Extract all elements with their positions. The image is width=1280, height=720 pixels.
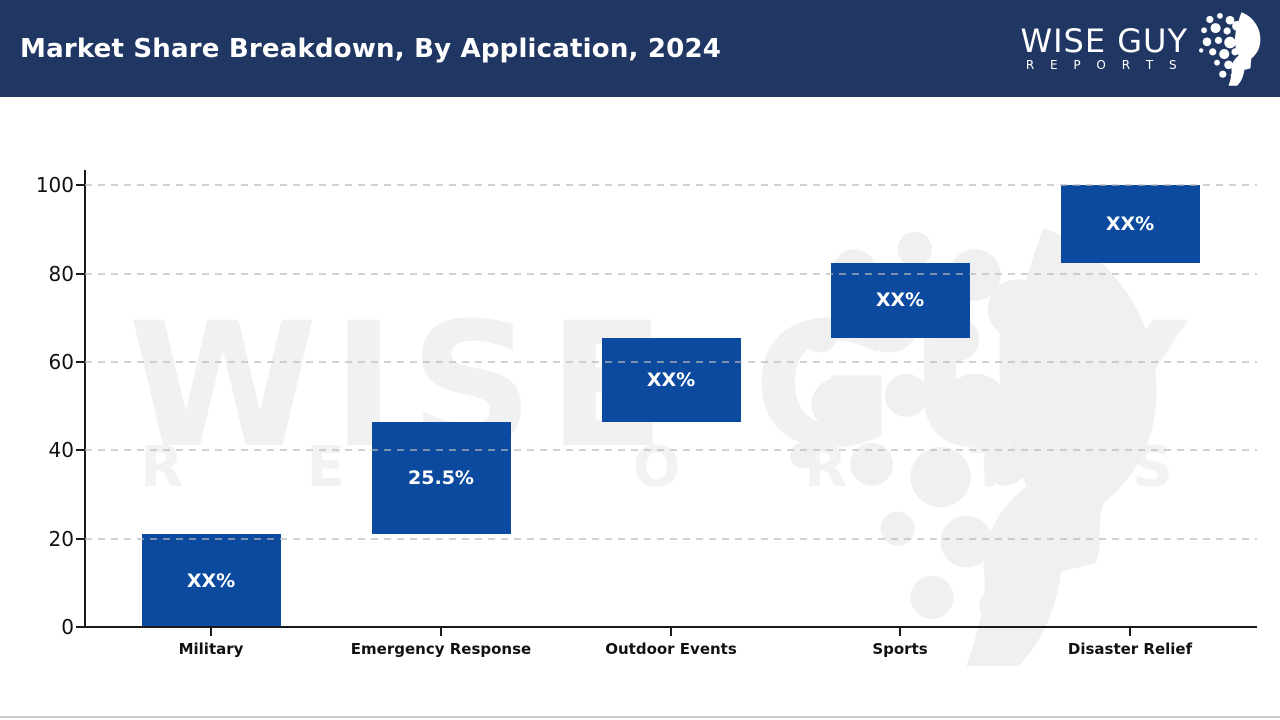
bar-military [141, 534, 281, 627]
header-bar: Market Share Breakdown, By Application, … [0, 0, 1280, 97]
y-tick-mark [76, 272, 84, 275]
logo-subtitle: R E P O R T S [1025, 58, 1183, 73]
gridline [85, 537, 1257, 540]
bar-emergency-response [371, 421, 511, 535]
y-tick-mark [76, 184, 84, 187]
x-tick-mark [1129, 628, 1131, 636]
bar-value-label-disaster-relief: XX% [1105, 212, 1155, 235]
y-tick-mark [76, 626, 84, 628]
y-tick-label: 80 [48, 261, 74, 286]
x-axis-line [84, 626, 1257, 628]
y-tick-label: 0 [61, 615, 74, 639]
page-title: Market Share Breakdown, By Application, … [20, 33, 722, 64]
chart-area: WISE GUY R E P O R T S 0 20 40 60 80 100 XX% Mi [0, 97, 1280, 720]
x-category-label-emergency-response: Emergency Response [350, 640, 532, 658]
y-tick-mark [76, 537, 84, 540]
logo-wordmark: WISE GUY [1020, 21, 1188, 60]
y-tick-label: 60 [48, 349, 74, 374]
x-category-label-outdoor-events: Outdoor Events [605, 640, 737, 658]
x-tick-mark [899, 628, 901, 636]
y-axis-line [84, 170, 86, 628]
wise-guy-logo: WISE GUY R E P O R T S [1020, 8, 1266, 90]
y-tick-label: 40 [48, 438, 74, 463]
plot: 0 20 40 60 80 100 XX% Military 25.5% Emergency Re… [0, 97, 1280, 720]
bar-value-label-military: XX% [186, 569, 236, 592]
gridline [85, 184, 1257, 187]
bar-value-label-emergency-response: 25.5% [408, 466, 474, 489]
logo-face-icon [1199, 11, 1261, 86]
gridline [85, 360, 1257, 363]
y-tick-label: 100 [35, 173, 74, 198]
gridline [85, 272, 1257, 275]
x-tick-mark [440, 628, 442, 636]
x-category-label-sports: Sports [872, 640, 928, 658]
y-tick-mark [76, 449, 84, 452]
y-tick-label: 20 [48, 526, 74, 551]
gridline [85, 449, 1257, 452]
bar-outdoor-events [601, 337, 741, 422]
y-tick-mark [76, 360, 84, 363]
bottom-rule [0, 716, 1280, 718]
bar-value-label-sports: XX% [875, 289, 925, 312]
bar-value-label-outdoor-events: XX% [646, 368, 696, 391]
x-tick-mark [670, 628, 672, 636]
x-category-label-disaster-relief: Disaster Relief [1067, 640, 1193, 658]
x-tick-mark [210, 628, 212, 636]
logo-text: WISE GUY R E P O R T S [1020, 21, 1188, 73]
x-category-label-military: Military [178, 640, 244, 658]
